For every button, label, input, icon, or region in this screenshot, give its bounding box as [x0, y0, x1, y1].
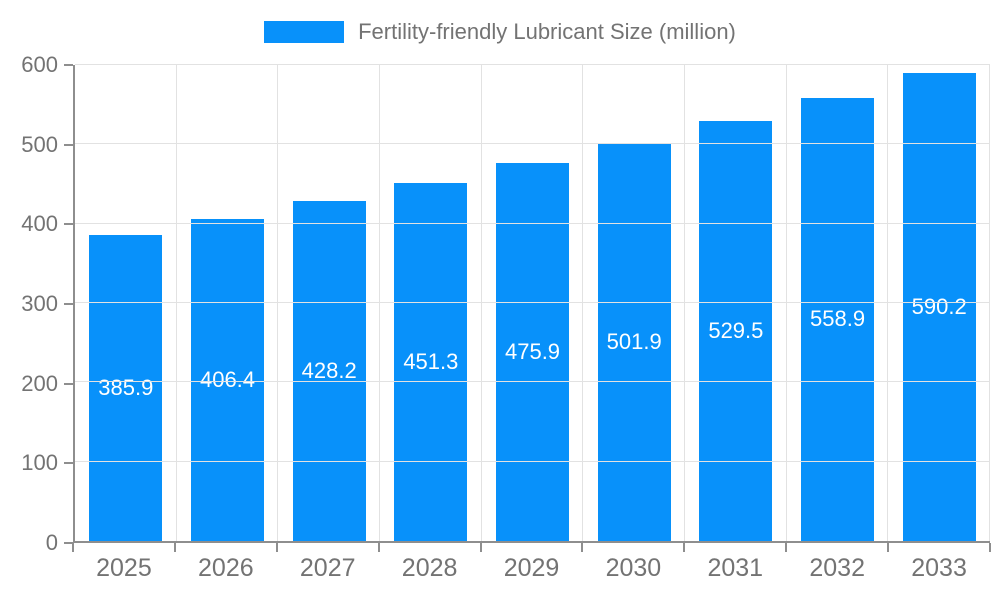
y-tick-mark [64, 462, 73, 465]
bar-2025[interactable]: 385.9 [89, 234, 163, 541]
gridline-horizontal [75, 64, 990, 65]
bar-slot: 558.9 [787, 65, 889, 541]
y-tick-label: 300 [21, 291, 58, 316]
x-tick-mark [479, 543, 482, 552]
gridline-horizontal [75, 302, 990, 303]
bar-slot: 501.9 [583, 65, 685, 541]
bar-2028[interactable]: 451.3 [394, 182, 468, 541]
bar-slot: 590.2 [888, 65, 990, 541]
y-tick-label: 0 [45, 530, 58, 555]
x-tick-mark [683, 543, 686, 552]
bar-slot: 428.2 [278, 65, 380, 541]
y-tick-mark [64, 303, 73, 305]
x-tick-mark [887, 543, 890, 552]
x-tick-label: 2027 [299, 554, 356, 582]
legend[interactable]: Fertility-friendly Lubricant Size (milli… [0, 19, 1000, 45]
plot-area: 385.9 406.4 428.2 451.3 475.9 501.9 529.5 558.9… [73, 64, 990, 543]
y-axis-labels: 0 100 200 300 400 500 600 [0, 52, 58, 555]
y-tick-label: 400 [21, 211, 58, 237]
x-tick-mark [275, 543, 278, 552]
y-tick-mark [64, 143, 73, 146]
x-tick-label: 2031 [707, 554, 764, 582]
x-tick-label: 2028 [401, 554, 458, 582]
x-tick-label: 2033 [911, 554, 967, 582]
legend-swatch-icon [264, 21, 345, 43]
y-tick-label: 500 [21, 131, 58, 157]
bar-slot: 529.5 [685, 65, 787, 541]
bar-value-label: 428.2 [301, 358, 357, 384]
bar-2032[interactable]: 558.9 [800, 97, 875, 541]
gridline-vertical [480, 65, 482, 541]
gridline-horizontal [75, 381, 990, 383]
gridline-vertical [175, 65, 177, 541]
x-tick-mark [173, 543, 176, 552]
y-tick-mark [64, 542, 73, 544]
y-tick-mark [64, 382, 73, 385]
x-tick-mark [785, 543, 788, 552]
gridline-vertical [683, 65, 685, 541]
bar-2031[interactable]: 529.5 [699, 120, 773, 541]
bar-slot: 385.9 [75, 65, 177, 541]
bar-value-label: 558.9 [810, 306, 866, 332]
bar-value-label: 385.9 [98, 374, 154, 400]
bar-value-label: 529.5 [708, 317, 764, 343]
bar-2026[interactable]: 406.4 [190, 218, 265, 541]
x-tick-label: 2025 [96, 554, 152, 582]
gridline-vertical [277, 65, 279, 541]
x-tick-mark [581, 543, 584, 552]
bar-value-label: 451.3 [403, 348, 459, 374]
y-tick-mark [64, 64, 73, 66]
bar-value-label: 501.9 [606, 328, 662, 354]
x-tick-mark [377, 543, 380, 552]
gridline-vertical [785, 65, 787, 541]
y-tick-mark [64, 223, 73, 226]
bar-2033[interactable]: 590.2 [902, 72, 976, 541]
x-axis-labels: 2025 2026 2027 2028 2029 2030 2031 2032 2033 [73, 554, 990, 583]
gridline-vertical [989, 65, 990, 541]
y-tick-label: 100 [21, 450, 58, 476]
legend-label: Fertility-friendly Lubricant Size (milli… [358, 19, 736, 44]
bar-value-label: 590.2 [911, 293, 967, 319]
bar-value-label: 475.9 [504, 339, 561, 365]
gridline-vertical [887, 65, 889, 541]
bar-value-label: 406.4 [199, 366, 256, 392]
bar-2027[interactable]: 428.2 [292, 201, 366, 541]
gridline-vertical [582, 65, 584, 541]
gridline-horizontal [75, 143, 990, 145]
bar-slot: 406.4 [177, 65, 279, 541]
bar-slot: 451.3 [380, 65, 482, 541]
bars-container: 385.9 406.4 428.2 451.3 475.9 501.9 529.5 558.9… [75, 65, 990, 541]
bar-2029[interactable]: 475.9 [495, 163, 570, 541]
y-tick-label: 600 [21, 52, 58, 77]
x-tick-label: 2026 [198, 554, 254, 582]
x-tick-label: 2032 [809, 554, 865, 582]
gridline-vertical [378, 65, 380, 541]
x-tick-mark [989, 543, 991, 552]
x-tick-label: 2029 [503, 554, 560, 582]
x-tick-label: 2030 [605, 554, 662, 582]
y-tick-label: 200 [21, 370, 58, 396]
bar-slot: 475.9 [482, 65, 584, 541]
x-tick-mark [72, 543, 74, 552]
gridline-horizontal [75, 460, 990, 462]
gridline-horizontal [75, 222, 990, 224]
bar-2030[interactable]: 501.9 [597, 142, 671, 541]
